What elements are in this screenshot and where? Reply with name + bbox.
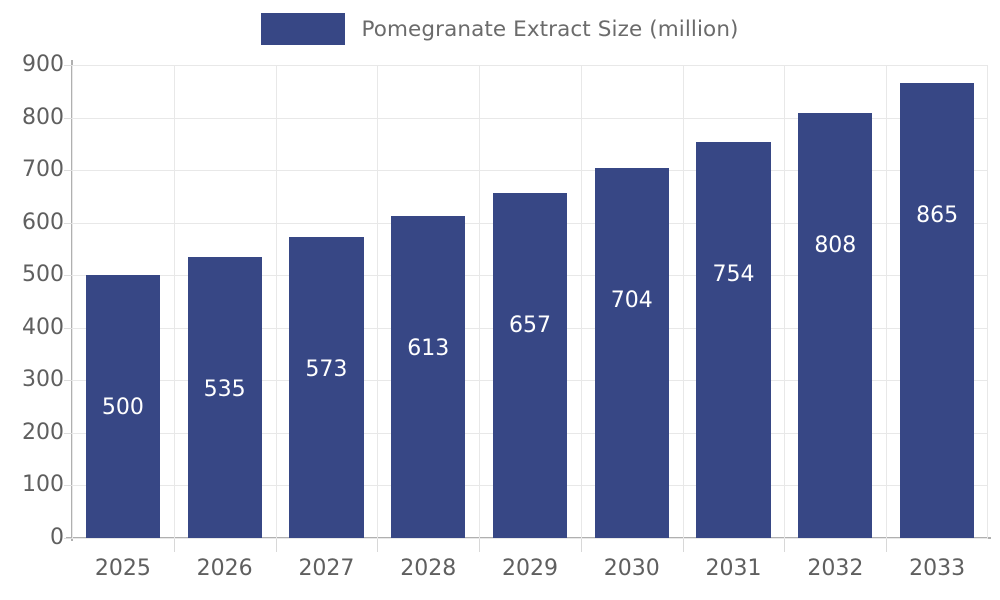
y-axis-tick-label: 900 — [22, 52, 64, 77]
y-axis-tick-mark — [64, 275, 72, 277]
y-axis-tick-labels: 0 100 200 300 400 500 600 700 800 900 — [0, 0, 72, 600]
bar[interactable] — [899, 83, 975, 538]
gridline-vertical — [987, 65, 988, 538]
y-axis-tick-mark — [64, 117, 72, 119]
x-axis-tick-label: 2029 — [502, 556, 558, 581]
gridline-vertical — [479, 65, 481, 538]
x-axis-tick-label: 2032 — [807, 556, 864, 581]
gridline-horizontal — [72, 170, 988, 172]
y-axis-tick-label: 700 — [22, 157, 64, 183]
bar[interactable] — [391, 215, 466, 538]
bar[interactable] — [492, 192, 568, 538]
x-axis-tick-mark — [275, 539, 277, 552]
x-axis-tick-mark — [173, 539, 175, 552]
plot-area: 500 535 573 613 657 704 754 808 865 — [72, 65, 988, 539]
gridline-vertical — [377, 65, 379, 538]
x-axis-tick-mark — [886, 539, 888, 552]
x-axis-tick-label: 2031 — [705, 556, 762, 581]
y-axis-tick-mark — [64, 538, 72, 539]
gridline-vertical — [580, 65, 582, 538]
gridline-vertical — [682, 65, 684, 538]
y-axis-tick-label: 600 — [22, 209, 64, 235]
x-axis-tick-mark — [377, 539, 379, 552]
x-axis-tick-mark — [580, 539, 582, 552]
x-axis-tick-mark — [479, 539, 481, 552]
y-axis-tick-mark — [64, 65, 72, 66]
bar[interactable] — [594, 168, 669, 538]
bar[interactable] — [696, 141, 771, 538]
gridline-horizontal — [72, 117, 988, 119]
gridline-vertical — [784, 65, 786, 538]
legend-swatch-pomegranate-extract-size — [261, 13, 346, 45]
gridline-horizontal — [72, 538, 988, 539]
y-axis-tick-mark — [64, 380, 72, 382]
y-axis-tick-mark — [64, 327, 72, 329]
x-axis-tick-mark — [784, 539, 786, 552]
y-axis-tick-mark — [64, 432, 72, 434]
y-axis-tick-mark — [64, 170, 72, 172]
y-axis-tick-label: 200 — [22, 419, 64, 445]
y-axis-tick-label: 300 — [22, 367, 64, 393]
x-axis-tick-label: 2030 — [603, 556, 660, 581]
chart-legend: Pomegranate Extract Size (million) — [0, 0, 1000, 58]
x-axis-tick-mark — [682, 539, 684, 552]
y-axis-tick-label: 400 — [22, 314, 64, 340]
gridline-vertical — [72, 65, 73, 538]
gridline-vertical — [173, 65, 175, 538]
y-axis-tick-label: 100 — [22, 472, 64, 498]
y-axis-tick-mark — [64, 485, 72, 487]
y-axis-tick-mark — [64, 222, 72, 224]
x-axis-tick-label: 2028 — [400, 556, 457, 581]
legend-label-pomegranate-extract-size: Pomegranate Extract Size (million) — [361, 16, 739, 42]
gridline-horizontal — [72, 65, 988, 66]
gridline-vertical — [886, 65, 888, 538]
bar[interactable] — [85, 275, 161, 538]
bar[interactable] — [187, 256, 262, 538]
y-axis-tick-label: 500 — [22, 262, 64, 288]
x-axis-tick-label: 2033 — [909, 556, 966, 581]
x-axis-tick-label: 2027 — [298, 556, 355, 581]
gridline-vertical — [275, 65, 277, 538]
x-axis-tick-label: 2025 — [94, 556, 151, 581]
y-axis-tick-label: 0 — [50, 525, 64, 550]
x-axis-tick-label: 2026 — [196, 556, 253, 581]
bar[interactable] — [289, 236, 364, 538]
bar[interactable] — [798, 113, 873, 538]
y-axis-tick-label: 800 — [22, 104, 64, 130]
